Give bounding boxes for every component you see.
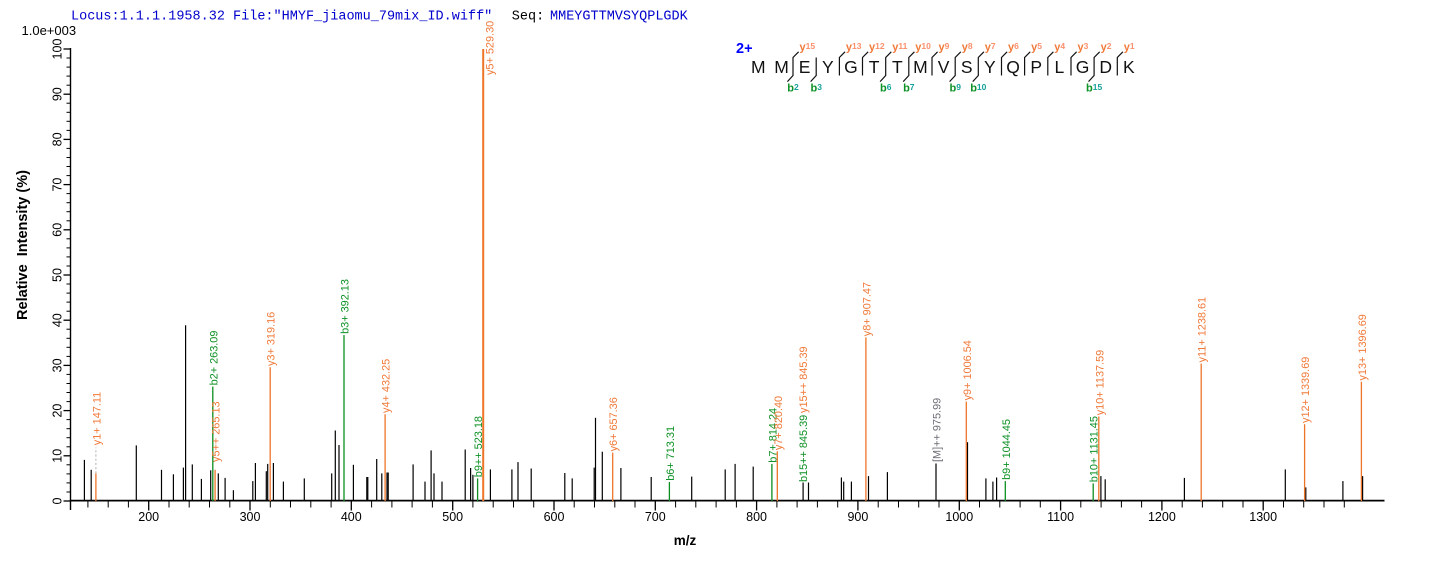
svg-text:Y: Y	[822, 57, 834, 77]
svg-text:20: 20	[51, 404, 65, 418]
svg-text:G: G	[1076, 57, 1090, 77]
svg-text:1000: 1000	[945, 510, 973, 524]
svg-text:y9: y9	[939, 41, 950, 54]
svg-text:m/z: m/z	[674, 533, 697, 548]
svg-text:y9+ 1006.54: y9+ 1006.54	[962, 340, 974, 400]
svg-text:y15++ 845.39: y15++ 845.39	[798, 346, 810, 413]
svg-text:b2+ 263.09: b2+ 263.09	[208, 331, 220, 386]
svg-text:E: E	[799, 57, 811, 77]
svg-text:50: 50	[51, 268, 65, 282]
svg-text:T: T	[892, 57, 903, 77]
svg-text:b9+ 1044.45: b9+ 1044.45	[1001, 419, 1013, 480]
svg-text:800: 800	[746, 510, 767, 524]
svg-text:1200: 1200	[1148, 510, 1176, 524]
svg-text:10: 10	[51, 449, 65, 463]
svg-text:S: S	[961, 57, 973, 77]
svg-text:b6+ 713.31: b6+ 713.31	[665, 426, 677, 481]
svg-text:y12+ 1339.69: y12+ 1339.69	[1300, 357, 1312, 423]
svg-text:1.0e+003: 1.0e+003	[22, 23, 77, 38]
svg-text:0: 0	[51, 497, 65, 504]
svg-text:1300: 1300	[1249, 510, 1277, 524]
svg-text:80: 80	[51, 132, 65, 146]
svg-text:K: K	[1123, 57, 1135, 77]
svg-text:T: T	[869, 57, 880, 77]
svg-text:600: 600	[544, 510, 565, 524]
svg-text:y3: y3	[1078, 41, 1089, 54]
svg-text:y13: y13	[846, 41, 862, 54]
svg-text:500: 500	[442, 510, 463, 524]
svg-text:b15: b15	[1086, 82, 1102, 95]
svg-text:G: G	[844, 57, 858, 77]
svg-text:y5+ 529.30: y5+ 529.30	[485, 21, 497, 75]
svg-text:b3: b3	[810, 82, 822, 95]
svg-text:60: 60	[51, 223, 65, 237]
svg-text:b7+ 814.24: b7+ 814.24	[767, 408, 779, 463]
svg-text:b15++ 845.39: b15++ 845.39	[798, 415, 810, 482]
svg-text:y8+ 907.47: y8+ 907.47	[861, 282, 873, 336]
svg-text:y8: y8	[962, 41, 973, 54]
svg-text:b9: b9	[949, 82, 961, 95]
svg-text:y7+ 820.40: y7+ 820.40	[773, 396, 785, 450]
svg-text:y7: y7	[985, 41, 996, 54]
svg-text:Relative Intensity (%): Relative Intensity (%)	[15, 170, 31, 320]
svg-text:b10: b10	[970, 82, 986, 95]
svg-text:M: M	[751, 57, 766, 77]
svg-text:Seq:: Seq:	[512, 10, 544, 25]
svg-text:y6: y6	[1008, 41, 1019, 54]
svg-text:b7: b7	[903, 82, 915, 95]
svg-text:y4+ 432.25: y4+ 432.25	[381, 359, 393, 413]
svg-text:y4: y4	[1054, 41, 1065, 54]
svg-text:b3+ 392.13: b3+ 392.13	[340, 279, 352, 334]
svg-text:y15: y15	[800, 41, 816, 54]
svg-text:30: 30	[51, 358, 65, 372]
svg-text:P: P	[1030, 57, 1042, 77]
svg-text:y5++ 265.13: y5++ 265.13	[211, 401, 223, 462]
svg-text:[M]++ 975.99: [M]++ 975.99	[932, 398, 944, 462]
svg-text:300: 300	[240, 510, 261, 524]
svg-text:y2: y2	[1101, 41, 1112, 54]
svg-text:y11+ 1238.61: y11+ 1238.61	[1197, 297, 1209, 363]
svg-text:Q: Q	[1006, 57, 1020, 77]
svg-text:M: M	[913, 57, 928, 77]
svg-text:y11: y11	[892, 41, 907, 54]
svg-text:y12: y12	[869, 41, 885, 54]
svg-text:90: 90	[51, 87, 65, 101]
svg-text:y3+ 319.16: y3+ 319.16	[266, 312, 278, 366]
svg-text:V: V	[938, 57, 950, 77]
svg-text:b6: b6	[880, 82, 892, 95]
svg-text:b10+ 1131.45: b10+ 1131.45	[1089, 416, 1101, 482]
svg-text:y1: y1	[1124, 41, 1135, 54]
svg-text:y1+ 147.11: y1+ 147.11	[91, 392, 103, 445]
svg-text:b9++ 523.18: b9++ 523.18	[473, 416, 485, 477]
svg-text:40: 40	[51, 313, 65, 327]
svg-text:70: 70	[51, 178, 65, 192]
svg-text:y5: y5	[1031, 41, 1042, 54]
svg-text:200: 200	[138, 510, 159, 524]
svg-text:b2: b2	[787, 82, 799, 95]
svg-text:100: 100	[51, 39, 65, 60]
svg-text:2+: 2+	[736, 41, 753, 57]
svg-text:900: 900	[847, 510, 868, 524]
svg-text:L: L	[1055, 57, 1065, 77]
svg-text:y6+ 657.36: y6+ 657.36	[608, 397, 620, 451]
svg-text:y10: y10	[915, 41, 931, 54]
svg-text:1100: 1100	[1047, 510, 1074, 524]
svg-text:D: D	[1099, 57, 1112, 77]
svg-text:M: M	[774, 57, 789, 77]
svg-text:700: 700	[645, 510, 666, 524]
svg-text:y13+ 1396.69: y13+ 1396.69	[1357, 314, 1369, 380]
svg-text:y10+ 1137.59: y10+ 1137.59	[1094, 350, 1106, 416]
svg-text:Y: Y	[984, 57, 996, 77]
svg-text:400: 400	[341, 510, 362, 524]
svg-text:MMEYGTTMVSYQPLGDK: MMEYGTTMVSYQPLGDK	[550, 10, 689, 25]
svg-text:Locus:1.1.1.1958.32 File:"HMYF: Locus:1.1.1.1958.32 File:"HMYF_jiaomu_79…	[71, 10, 492, 25]
